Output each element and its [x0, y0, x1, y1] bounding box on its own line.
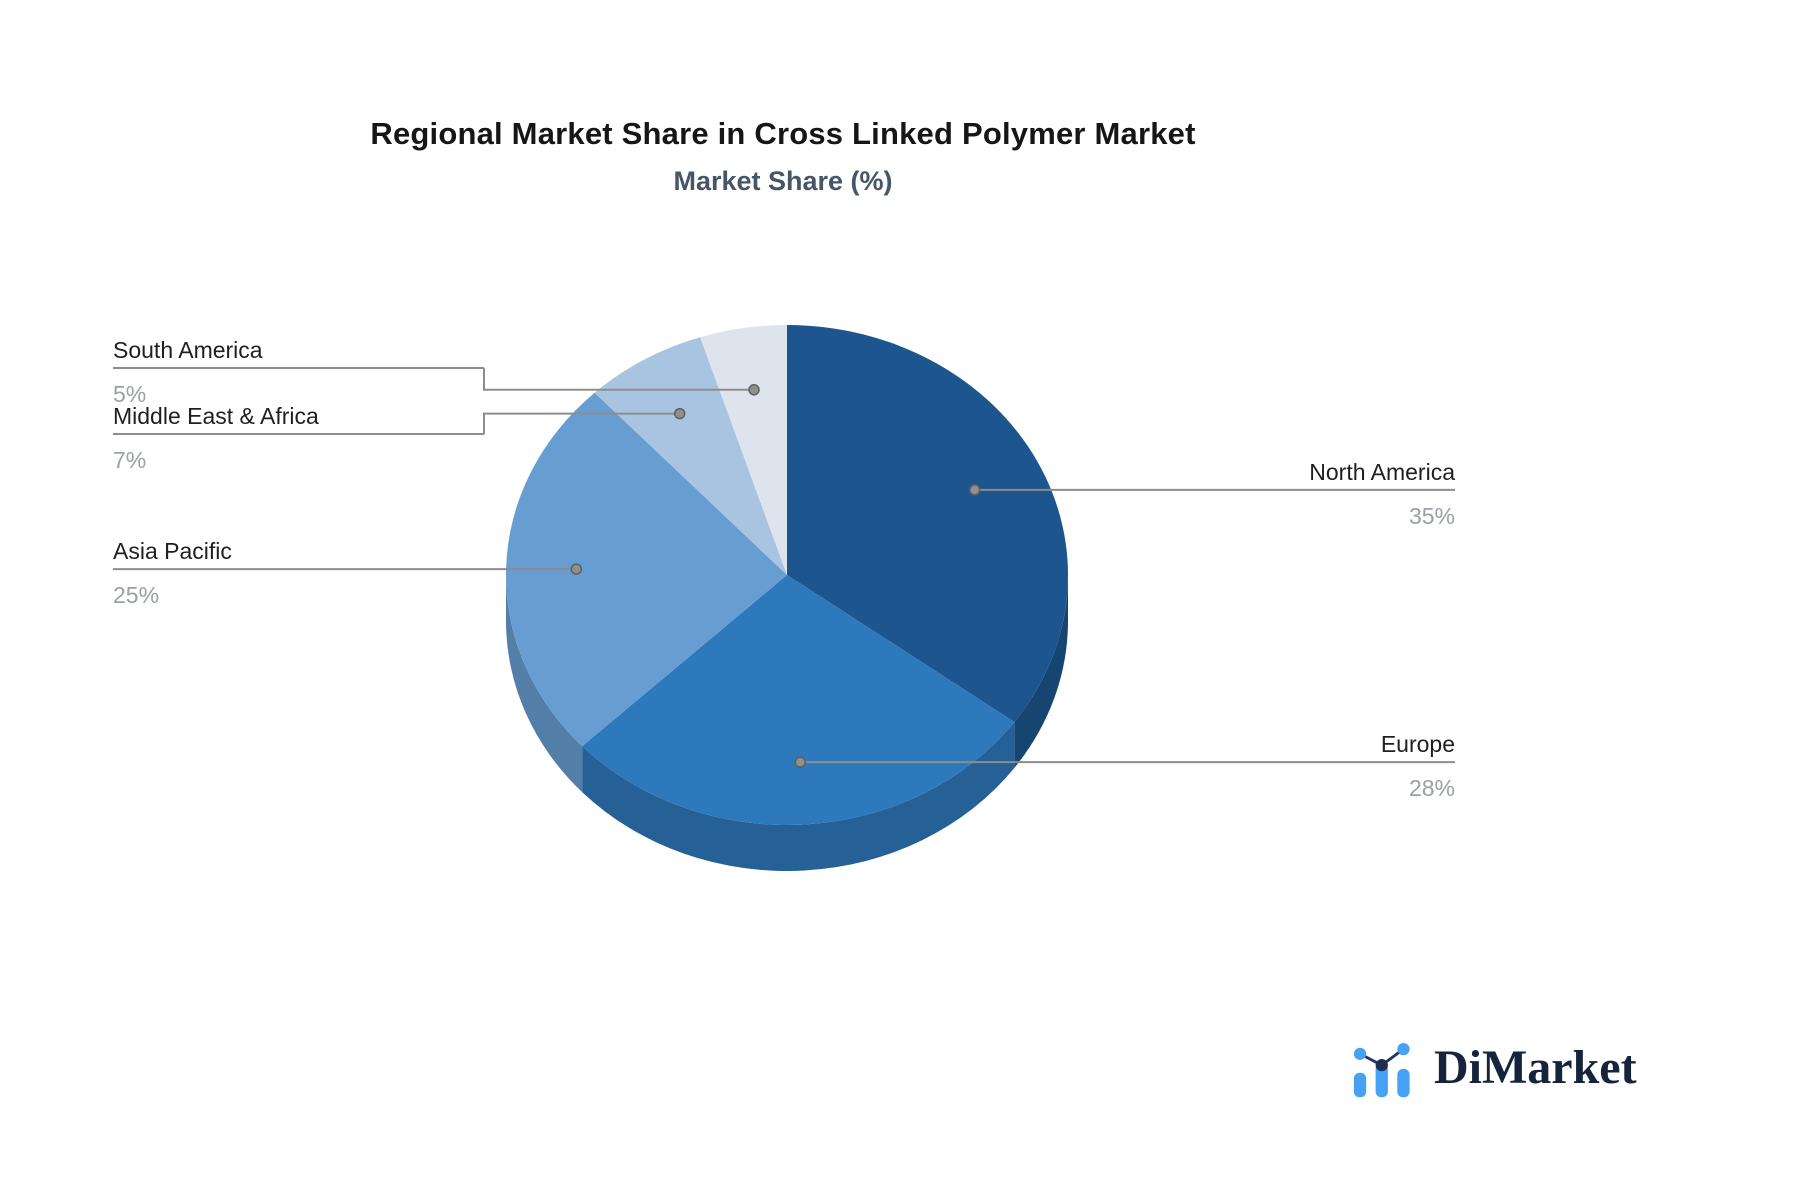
- leader-dot: [748, 384, 760, 396]
- callout-north-america: North America 35%: [955, 456, 1455, 532]
- callout-value: 5%: [113, 381, 147, 407]
- brand-logo-icon: [1353, 1042, 1410, 1098]
- callout-value: 28%: [1408, 775, 1455, 802]
- leader-line: [483, 412, 680, 434]
- pie-slice-south-america[interactable]: [700, 325, 787, 575]
- pie-slice-side-north-america: [1014, 575, 1068, 768]
- page-title: Regional Market Share in Cross Linked Po…: [370, 116, 1196, 151]
- pie-slice-north-america[interactable]: [787, 325, 1068, 722]
- leader-dot: [794, 756, 806, 768]
- leader-dot: [969, 484, 981, 496]
- callout-label: South America: [113, 337, 263, 363]
- callout-middle-east-africa: Middle East & Africa 7%: [113, 400, 613, 476]
- callout-label: Asia Pacific: [113, 538, 232, 565]
- callout-value: 7%: [113, 447, 147, 473]
- leader-dot: [570, 563, 583, 575]
- callout-value: 25%: [113, 582, 160, 609]
- callout-label: Middle East & Africa: [113, 403, 319, 429]
- brand-name: DiMarket: [1434, 1041, 1637, 1094]
- pie-slice-middle-east-africa[interactable]: [594, 337, 787, 575]
- leader-line: [483, 368, 755, 391]
- chart-subtitle: Market Share (%): [673, 166, 893, 196]
- callout-europe: Europe 28%: [955, 728, 1455, 804]
- pie-slice-side-europe: [582, 721, 1015, 872]
- callout-south-america: South America 5%: [113, 334, 613, 410]
- pie-slice-asia-pacific[interactable]: [505, 392, 787, 747]
- callout-value: 35%: [1408, 502, 1455, 529]
- callout-label: North America: [1309, 458, 1455, 485]
- callout-label: Europe: [1380, 731, 1455, 758]
- callout-asia-pacific: Asia Pacific 25%: [113, 535, 613, 611]
- leader-dot: [673, 407, 686, 420]
- brand-logo: DiMarket: [1352, 1036, 1637, 1100]
- pie-slice-side-asia-pacific: [506, 575, 583, 793]
